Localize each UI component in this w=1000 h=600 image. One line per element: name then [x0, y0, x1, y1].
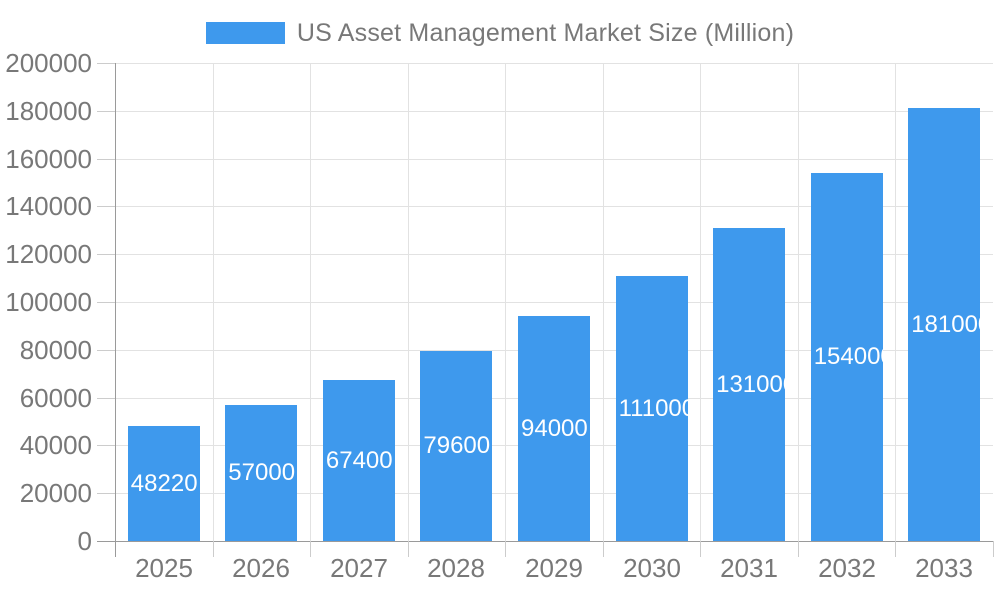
- y-tick-mark: [97, 206, 115, 207]
- bar-value-label: 111000: [618, 394, 688, 422]
- x-tick-mark: [408, 541, 409, 557]
- y-axis-tick-label: 0: [77, 526, 92, 556]
- y-axis-tick-label: 200000: [5, 48, 92, 78]
- bar-value-label: 154000: [813, 343, 883, 370]
- y-axis-tick-label: 120000: [5, 239, 92, 269]
- bar-2025: 48220: [127, 426, 200, 541]
- x-axis-tick-label: 2025: [135, 553, 193, 583]
- gridline-vertical: [408, 63, 409, 541]
- gridline-vertical: [895, 63, 896, 541]
- plot-area: 48220 57000 67400 79600 94000 111000 131000 154…: [115, 63, 993, 541]
- gridline-horizontal: [115, 63, 993, 64]
- y-tick-mark: [97, 63, 115, 64]
- bar-value-label: 57000: [228, 459, 296, 486]
- gridline-horizontal: [115, 302, 993, 303]
- y-tick-mark: [97, 350, 115, 351]
- y-tick-mark: [97, 493, 115, 494]
- bar-value-label: 48220: [130, 469, 198, 497]
- y-axis-tick-label: 60000: [19, 383, 92, 413]
- y-axis-tick-label: 40000: [19, 430, 92, 460]
- x-tick-mark: [700, 541, 701, 557]
- x-tick-mark: [993, 541, 994, 557]
- bar-2029: 94000: [518, 316, 590, 541]
- y-axis-tick-label: 160000: [5, 144, 92, 174]
- x-axis-line: [97, 541, 993, 542]
- gridline-vertical: [798, 63, 799, 541]
- bar-value-label: 131000: [716, 370, 785, 398]
- y-tick-mark: [97, 302, 115, 303]
- x-tick-mark: [895, 541, 896, 557]
- bar-value-label: 67400: [325, 446, 393, 474]
- bar-2032: 154000: [810, 173, 883, 541]
- y-axis-tick-label: 140000: [5, 191, 92, 221]
- gridline-horizontal: [115, 206, 993, 208]
- y-tick-mark: [97, 159, 115, 160]
- x-tick-mark: [798, 541, 799, 557]
- bar-2030: 111000: [615, 276, 688, 541]
- y-axis-tick-label: 100000: [5, 287, 92, 317]
- y-axis-tick-label: 180000: [5, 96, 92, 126]
- bar-2028: 79600: [420, 351, 493, 541]
- gridline-vertical: [310, 63, 311, 541]
- gridline-vertical: [505, 63, 506, 541]
- x-axis-tick-label: 2030: [623, 553, 681, 583]
- gridline-vertical: [603, 63, 604, 541]
- x-axis-tick-label: 2027: [330, 553, 388, 583]
- x-tick-mark: [213, 541, 214, 557]
- gridline-vertical: [700, 63, 701, 541]
- x-axis-tick-label: 2033: [915, 553, 973, 583]
- bar-value-label: 94000: [521, 414, 588, 442]
- bar-2031: 131000: [713, 228, 786, 541]
- x-axis-tick-label: 2028: [427, 553, 485, 583]
- gridline-horizontal: [115, 254, 993, 256]
- gridline-vertical: [213, 63, 214, 541]
- bar-2027: 67400: [322, 380, 395, 541]
- legend-swatch: [205, 22, 285, 44]
- legend: US Asset Management Market Size (Million…: [0, 15, 1000, 51]
- x-axis-tick-label: 2029: [525, 553, 583, 583]
- bar-2026: 57000: [225, 405, 298, 541]
- x-tick-mark: [505, 541, 506, 557]
- y-tick-mark: [97, 445, 115, 446]
- y-axis-line: [115, 63, 116, 557]
- gridline-horizontal: [115, 158, 993, 160]
- y-tick-mark: [97, 398, 115, 399]
- x-axis-tick-label: 2031: [720, 553, 778, 583]
- x-axis-tick-label: 2026: [232, 553, 290, 583]
- y-tick-mark: [97, 254, 115, 255]
- x-tick-mark: [310, 541, 311, 557]
- x-axis-tick-label: 2032: [818, 553, 876, 583]
- x-tick-mark: [603, 541, 604, 557]
- chart-title: US Asset Management Market Size (Million…: [296, 18, 795, 47]
- y-axis-tick-label: 80000: [19, 335, 92, 365]
- y-axis-tick-label: 20000: [19, 478, 92, 508]
- y-tick-mark: [97, 111, 115, 112]
- gridline-horizontal: [115, 110, 993, 112]
- bar-value-label: 79600: [423, 432, 491, 459]
